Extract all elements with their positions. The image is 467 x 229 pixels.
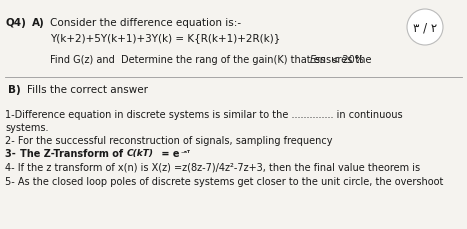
Text: A): A) xyxy=(32,18,45,28)
Text: Find G(z) and  Determine the rang of the gain(K) that ensures the: Find G(z) and Determine the rang of the … xyxy=(50,55,378,65)
Text: Fills the correct answer: Fills the correct answer xyxy=(27,85,148,95)
Text: B): B) xyxy=(8,85,21,95)
Text: 1-Difference equation in discrete systems is similar to the .............. in co: 1-Difference equation in discrete system… xyxy=(5,109,403,120)
Text: C(kT): C(kT) xyxy=(127,148,154,157)
Text: ⁻ᵃᵀ: ⁻ᵃᵀ xyxy=(181,150,191,156)
Text: Ess: Ess xyxy=(310,55,326,65)
Text: 5- As the closed loop poles of discrete systems get closer to the unit circle, t: 5- As the closed loop poles of discrete … xyxy=(5,176,443,186)
Text: 4- If the z transform of x(n) is X(z) =z(8z-7)/4z²-7z+3, then the final value th: 4- If the z transform of x(n) is X(z) =z… xyxy=(5,162,420,172)
Text: systems.: systems. xyxy=(5,123,49,132)
Text: 2- For the successful reconstruction of signals, sampling frequency: 2- For the successful reconstruction of … xyxy=(5,135,333,145)
Text: The Z-Transform of: The Z-Transform of xyxy=(20,148,127,158)
Text: ٣ / ٢: ٣ / ٢ xyxy=(413,21,437,34)
Text: Y(k+2)+5Y(k+1)+3Y(k) = K{R(k+1)+2R(k)}: Y(k+2)+5Y(k+1)+3Y(k) = K{R(k+1)+2R(k)} xyxy=(50,33,280,43)
Text: < 20%: < 20% xyxy=(328,55,364,65)
Text: Consider the difference equation is:-: Consider the difference equation is:- xyxy=(50,18,241,28)
Text: 3-: 3- xyxy=(5,148,19,158)
Circle shape xyxy=(407,10,443,46)
Text: Q4): Q4) xyxy=(5,18,26,28)
Text: = e: = e xyxy=(158,148,179,158)
